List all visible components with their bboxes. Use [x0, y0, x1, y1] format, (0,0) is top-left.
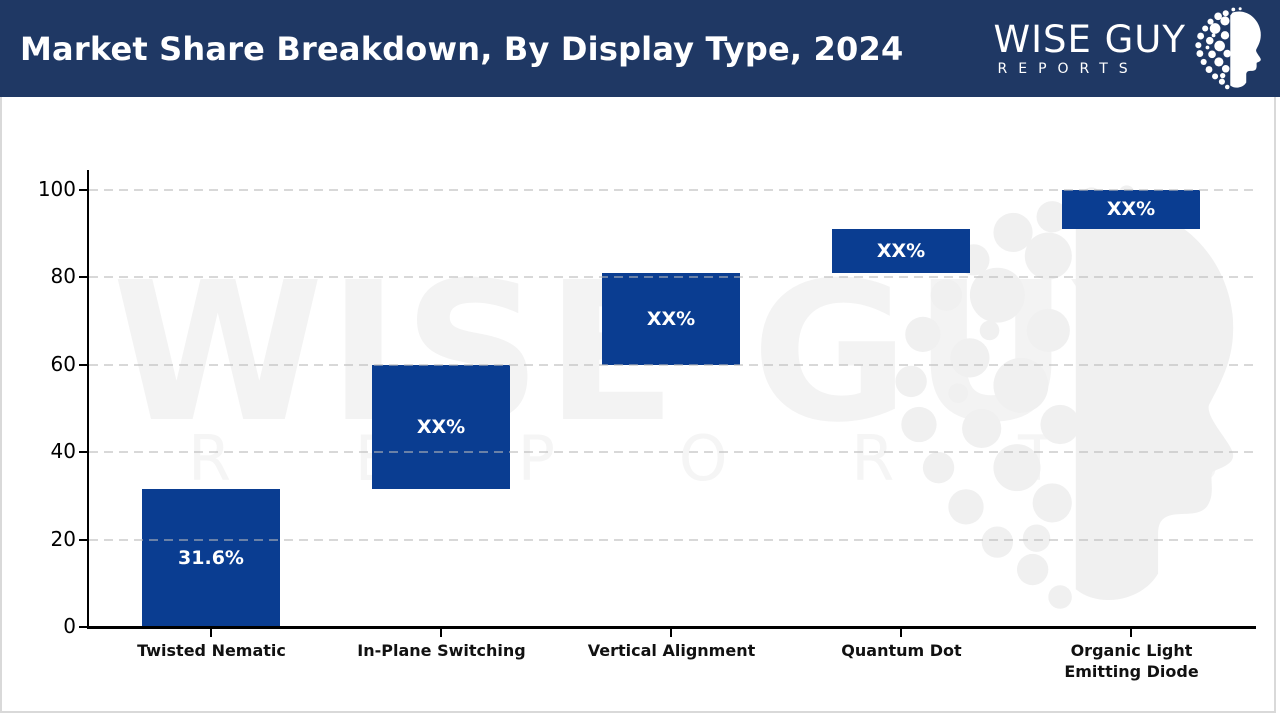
gridline: [89, 276, 1256, 278]
y-tick-mark: [79, 538, 87, 541]
x-tick-mark: [670, 629, 672, 637]
y-tick-mark: [79, 451, 87, 453]
brand-subtitle: REPORTS: [997, 60, 1139, 77]
y-tick-label: 0: [63, 614, 76, 638]
chart-title: Market Share Breakdown, By Display Type,…: [20, 29, 904, 68]
header-band: Market Share Breakdown, By Display Type,…: [0, 0, 1280, 97]
x-tick-label: Vertical Alignment: [587, 641, 756, 660]
y-tick-mark: [79, 363, 87, 366]
bar: XX%: [832, 228, 970, 273]
y-axis-line: [87, 170, 89, 628]
x-tick-mark: [440, 629, 442, 637]
x-tick-label: In-Plane Switching: [357, 641, 526, 660]
bar-value-label: XX%: [646, 307, 696, 330]
x-tick-label: Twisted Nematic: [137, 641, 286, 660]
brand-name: WISE GUY: [993, 17, 1186, 61]
gridline: [89, 188, 1256, 191]
x-tick-mark: [1130, 629, 1132, 637]
bar: 31.6%: [142, 488, 280, 627]
gridline: [89, 538, 1256, 541]
bar: XX%: [1062, 189, 1200, 229]
y-tick-label: 100: [37, 176, 76, 201]
x-axis-line: [87, 626, 1256, 629]
y-tick-label: 60: [50, 351, 76, 376]
gridline: [89, 363, 1256, 366]
x-tick-mark: [900, 629, 902, 637]
brand-logo-text: WISE GUY REPORTS: [994, 21, 1186, 77]
bar-value-label: XX%: [1106, 198, 1156, 221]
brand-logo: WISE GUY REPORTS: [994, 6, 1266, 92]
x-tick-label: Organic Light Emitting Diode: [1064, 641, 1199, 681]
dotted-head-icon: [1195, 6, 1261, 89]
bar-value-label: XX%: [416, 415, 466, 438]
y-tick-label: 20: [50, 526, 76, 551]
bar-value-label: 31.6%: [178, 546, 244, 569]
bar: XX%: [372, 364, 510, 489]
gridline: [89, 451, 1256, 453]
y-tick-mark: [79, 626, 87, 628]
y-tick-mark: [79, 276, 87, 278]
y-tick-label: 80: [50, 264, 76, 288]
y-tick-label: 40: [50, 439, 76, 463]
bar-value-label: XX%: [876, 239, 926, 262]
y-tick-mark: [79, 188, 87, 191]
bar: XX%: [602, 272, 740, 365]
x-tick-mark: [210, 629, 212, 637]
x-tick-label: Quantum Dot: [841, 641, 962, 660]
